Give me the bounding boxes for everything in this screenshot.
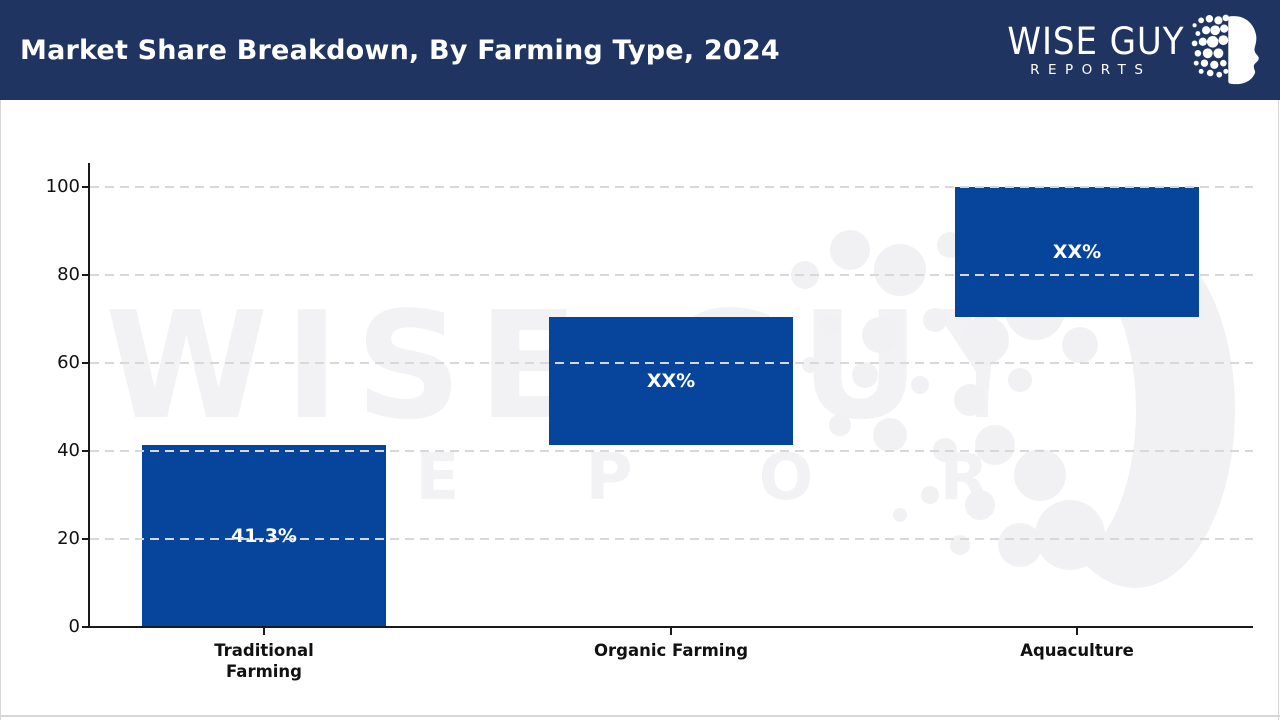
y-tick-20 — [82, 538, 89, 540]
bar-value-label: 41.3% — [231, 525, 297, 548]
logo-face-icon — [1191, 14, 1259, 85]
page-title: Market Share Breakdown, By Farming Type,… — [20, 34, 780, 66]
logo-wordmark: WISE GUY — [1006, 19, 1184, 63]
y-tick-40 — [82, 450, 89, 452]
y-tick-label-80: 80 — [57, 264, 80, 285]
y-tick-80 — [82, 274, 89, 276]
logo-text: WISE GUY REPORTS — [992, 23, 1184, 78]
x-tick — [1076, 628, 1078, 635]
page-border-left — [0, 100, 1, 720]
y-axis-line — [88, 163, 90, 628]
wise-guy-logo: WISE GUY REPORTS — [992, 8, 1262, 92]
x-tick-label-line: Aquaculture — [1020, 641, 1134, 660]
header-band: Market Share Breakdown, By Farming Type,… — [0, 0, 1280, 100]
y-tick-label-0: 0 — [68, 616, 80, 637]
x-tick-label-line: Organic Farming — [593, 641, 749, 660]
page-border-right — [1278, 100, 1279, 720]
y-tick-label-40: 40 — [57, 440, 80, 461]
watermark-face-icon — [791, 228, 1235, 588]
x-tick — [263, 628, 265, 635]
bar-value-label: XX% — [1052, 240, 1102, 263]
x-tick-label-line: Farming — [226, 662, 302, 681]
x-axis-line — [88, 626, 1253, 628]
bar-value-label: XX% — [646, 370, 696, 393]
x-tick-label-line: Traditional — [214, 641, 314, 660]
x-tick-label: Aquaculture — [957, 640, 1197, 661]
bar-segment: XX% — [549, 316, 793, 446]
y-tick-label-20: 20 — [57, 528, 80, 549]
y-tick-60 — [82, 362, 89, 364]
x-tick — [670, 628, 672, 635]
logo-subtitle: REPORTS — [1030, 61, 1152, 78]
y-tick-label-100: 100 — [45, 176, 80, 197]
y-tick-100 — [82, 186, 89, 188]
page-border-bottom — [0, 715, 1280, 717]
bar-segment: 41.3% — [142, 445, 386, 627]
bar-segment: XX% — [955, 187, 1199, 317]
x-tick-label: Traditional Farming — [144, 640, 384, 682]
x-tick-label: Organic Farming — [551, 640, 791, 661]
y-tick-0 — [82, 626, 89, 628]
y-tick-label-60: 60 — [57, 352, 80, 373]
